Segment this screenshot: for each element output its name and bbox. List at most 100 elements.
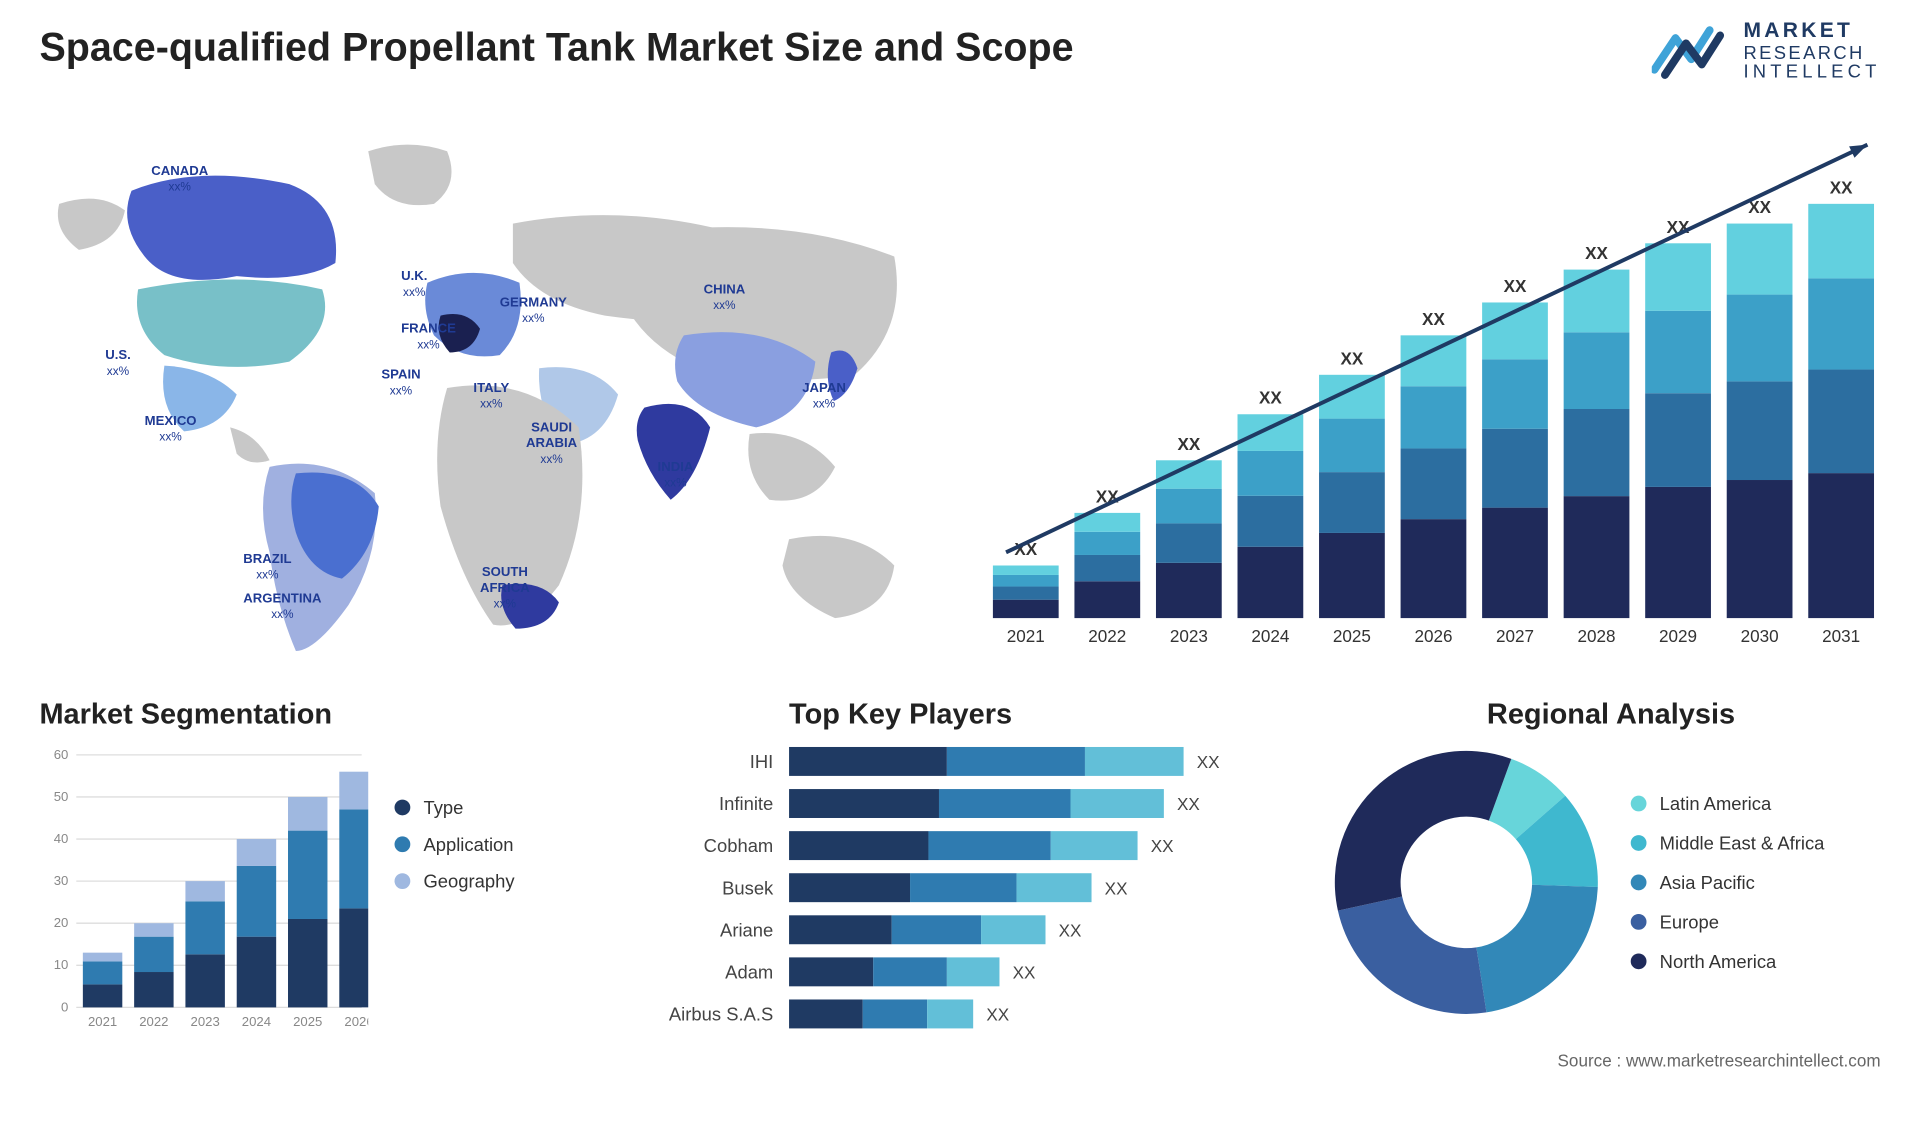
player-bar-segment — [1016, 873, 1092, 902]
map-label-italy: ITALYxx% — [473, 381, 509, 411]
legend-swatch-icon — [395, 836, 411, 852]
legend-swatch-icon — [1631, 796, 1647, 812]
svg-text:2031: 2031 — [1822, 627, 1860, 646]
svg-text:XX: XX — [1177, 435, 1200, 454]
legend-item-geography: Geography — [395, 871, 515, 892]
map-label-u-s-: U.S.xx% — [105, 349, 131, 379]
map-label-spain: SPAINxx% — [381, 368, 420, 398]
legend-item-north-america: North America — [1631, 951, 1825, 972]
player-bar-segment — [789, 747, 947, 776]
legend-label: Geography — [423, 871, 514, 892]
map-label-france: FRANCExx% — [401, 322, 456, 352]
player-bar-segment — [1050, 831, 1137, 860]
legend-label: Europe — [1660, 911, 1719, 932]
players-title: Top Key Players — [618, 697, 1302, 731]
svg-text:2024: 2024 — [242, 1014, 271, 1029]
legend-swatch-icon — [1631, 914, 1647, 930]
svg-text:XX: XX — [1585, 244, 1608, 263]
player-row: IHI XX — [618, 742, 1276, 781]
player-bar-segment — [873, 957, 947, 986]
player-bar-segment — [789, 789, 939, 818]
player-bar — [789, 915, 1045, 944]
svg-text:XX: XX — [1504, 277, 1527, 296]
svg-text:2021: 2021 — [1007, 627, 1045, 646]
map-label-mexico: MEXICOxx% — [145, 414, 197, 444]
legend-item-asia-pacific: Asia Pacific — [1631, 872, 1825, 893]
regional-analysis-section: Regional Analysis Latin AmericaMiddle Ea… — [1328, 697, 1893, 1039]
legend-swatch-icon — [395, 873, 411, 889]
top-key-players-section: Top Key Players IHIXXInfiniteXXCobhamXXB… — [618, 697, 1302, 1039]
legend-label: North America — [1660, 951, 1777, 972]
svg-text:2025: 2025 — [293, 1014, 322, 1029]
player-bar-segment — [892, 915, 982, 944]
player-value: XX — [1197, 752, 1220, 772]
player-row: Airbus S.A.S XX — [618, 994, 1276, 1033]
svg-text:XX: XX — [1259, 389, 1282, 408]
players-chart: IHIXXInfiniteXXCobhamXXBusekXXArianeXXAd… — [618, 742, 1276, 1038]
source-attribution: Source : www.marketresearchintellect.com — [1558, 1051, 1881, 1071]
player-value: XX — [1177, 794, 1200, 814]
player-bar-segment — [789, 831, 928, 860]
legend-label: Asia Pacific — [1660, 872, 1755, 893]
world-map: CANADAxx%U.S.xx%MEXICOxx%BRAZILxx%ARGENT… — [39, 132, 933, 671]
player-bar — [789, 957, 999, 986]
player-bar-segment — [939, 789, 1070, 818]
map-label-argentina: ARGENTINAxx% — [243, 592, 321, 622]
svg-text:0: 0 — [61, 999, 68, 1014]
svg-text:XX: XX — [1341, 349, 1364, 368]
player-bar — [789, 789, 1164, 818]
legend-swatch-icon — [1631, 953, 1647, 969]
map-label-germany: GERMANYxx% — [500, 296, 567, 326]
player-row: AdamXX — [618, 952, 1276, 991]
player-value: XX — [986, 1004, 1009, 1024]
svg-text:20: 20 — [54, 915, 69, 930]
legend-item-latin-america: Latin America — [1631, 793, 1825, 814]
player-bar — [789, 747, 1184, 776]
main-growth-chart: XX2021XX2022XX2023XX2024XX2025XX2026XX20… — [960, 132, 1881, 658]
player-bar-segment — [789, 915, 892, 944]
player-value: XX — [1151, 836, 1174, 856]
svg-text:2021: 2021 — [88, 1014, 117, 1029]
legend-swatch-icon — [1631, 875, 1647, 891]
player-row: ArianeXX — [618, 910, 1276, 949]
svg-text:2023: 2023 — [1170, 627, 1208, 646]
legend-item-application: Application — [395, 834, 515, 855]
player-bar — [789, 999, 973, 1028]
player-bar-segment — [981, 915, 1045, 944]
map-label-china: CHINAxx% — [704, 283, 746, 313]
player-bar — [789, 873, 1091, 902]
player-name: Airbus S.A.S — [618, 1003, 789, 1024]
svg-text:60: 60 — [54, 747, 69, 762]
svg-text:2023: 2023 — [191, 1014, 220, 1029]
player-bar-segment — [863, 999, 927, 1028]
player-bar-segment — [927, 999, 973, 1028]
svg-text:30: 30 — [54, 873, 69, 888]
svg-text:10: 10 — [54, 957, 69, 972]
svg-text:2025: 2025 — [1333, 627, 1371, 646]
map-label-canada: CANADAxx% — [151, 164, 208, 194]
brand-logo: MARKET RESEARCH INTELLECT — [1651, 20, 1880, 83]
player-bar-segment — [947, 957, 1000, 986]
player-bar-segment — [1085, 747, 1184, 776]
legend-label: Type — [423, 797, 463, 818]
player-value: XX — [1059, 920, 1082, 940]
player-row: CobhamXX — [618, 826, 1276, 865]
player-name: Busek — [618, 877, 789, 898]
logo-line1: MARKET — [1743, 21, 1880, 43]
player-row: InfiniteXX — [618, 784, 1276, 823]
player-name: IHI — [618, 751, 789, 772]
map-label-u-k-: U.K.xx% — [401, 270, 427, 300]
svg-text:XX: XX — [1422, 310, 1445, 329]
segmentation-legend: Type Application Geography — [395, 744, 515, 1033]
player-value: XX — [1105, 878, 1128, 898]
svg-text:50: 50 — [54, 789, 69, 804]
player-bar-segment — [928, 831, 1050, 860]
legend-item-middle-east-africa: Middle East & Africa — [1631, 832, 1825, 853]
player-bar-segment — [910, 873, 1016, 902]
legend-swatch-icon — [1631, 835, 1647, 851]
logo-line3: INTELLECT — [1743, 62, 1880, 81]
page-title: Space-qualified Propellant Tank Market S… — [39, 26, 1073, 71]
legend-item-europe: Europe — [1631, 911, 1825, 932]
svg-text:2028: 2028 — [1578, 627, 1616, 646]
legend-label: Middle East & Africa — [1660, 832, 1825, 853]
